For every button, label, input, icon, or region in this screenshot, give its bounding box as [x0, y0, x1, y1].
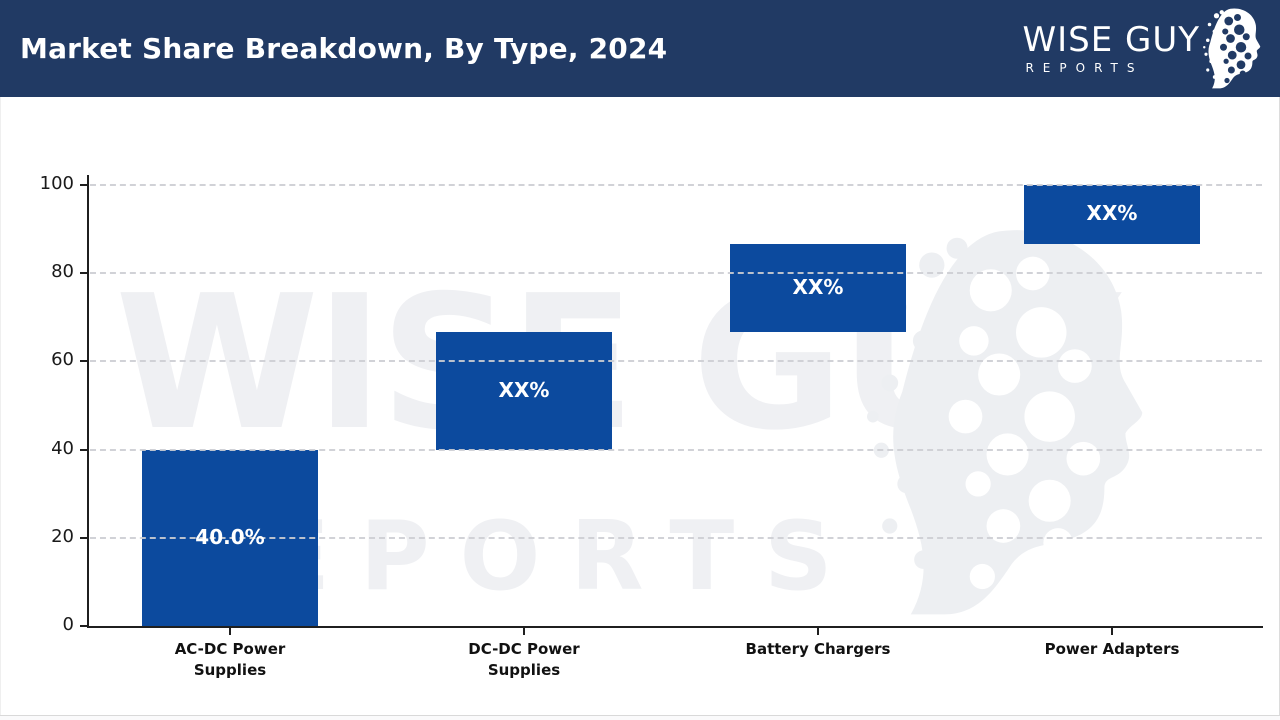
y-axis [87, 175, 89, 628]
y-tick [80, 360, 88, 363]
y-tick-label: 0 [62, 614, 74, 635]
category-label-line: Supplies [487, 661, 561, 679]
x-tick [523, 628, 525, 635]
logo-reports-label: REPORTS [1025, 61, 1144, 76]
y-tick [80, 272, 88, 275]
chart-canvas: WISE GUY REPORTS 0 20 40 60 80 100 40.0% AC-DC … [0, 97, 1280, 715]
brand-logo-text: WISE GUY REPORTS [1022, 19, 1200, 76]
bottom-border-strip [0, 715, 1280, 720]
gridline [90, 360, 1262, 363]
logo-wordmark: WISE GUY [1022, 19, 1200, 60]
y-tick [80, 448, 88, 451]
category-label-line: DC-DC Power [468, 640, 580, 658]
category-label-line: Supplies [193, 661, 267, 679]
brand-logo: WISE GUY REPORTS [1022, 6, 1266, 92]
bar-value-label: 40.0% [195, 524, 265, 549]
gridline [90, 536, 1262, 539]
bar [1024, 185, 1200, 244]
bar-value-label: XX% [498, 377, 550, 402]
y-tick [80, 625, 88, 627]
category-label: AC-DC Power Supplies [80, 639, 380, 681]
gridline [90, 272, 1262, 275]
category-label-line: Battery Chargers [745, 640, 891, 658]
y-tick-label: 20 [51, 525, 74, 547]
bar [730, 243, 906, 332]
header: Market Share Breakdown, By Type, 2024 WI… [0, 0, 1280, 97]
category-label: Battery Chargers [668, 639, 968, 660]
page-title: Market Share Breakdown, By Type, 2024 [20, 32, 668, 65]
category-label-line: AC-DC Power [174, 640, 286, 658]
category-label-line: Power Adapters [1044, 640, 1180, 658]
gridline [90, 448, 1262, 451]
x-axis [87, 626, 1263, 628]
y-tick-label: 60 [51, 349, 74, 371]
y-tick-label: 40 [51, 437, 74, 459]
x-tick [817, 628, 819, 635]
x-tick [229, 628, 231, 635]
y-tick-label: 100 [39, 173, 74, 194]
y-tick-label: 80 [51, 261, 74, 283]
y-tick [80, 184, 88, 186]
plot-area: 0 20 40 60 80 100 40.0% AC-DC Power Supplies XX% D… [0, 97, 1280, 715]
y-tick [80, 536, 88, 539]
bar-value-label: XX% [792, 274, 844, 299]
logo-head-icon [1202, 7, 1266, 91]
category-label: Power Adapters [962, 639, 1262, 660]
bar [436, 331, 612, 450]
x-tick [1111, 628, 1113, 635]
bar-value-label: XX% [1086, 201, 1138, 226]
category-label: DC-DC Power Supplies [374, 639, 674, 681]
gridline [90, 184, 1262, 186]
